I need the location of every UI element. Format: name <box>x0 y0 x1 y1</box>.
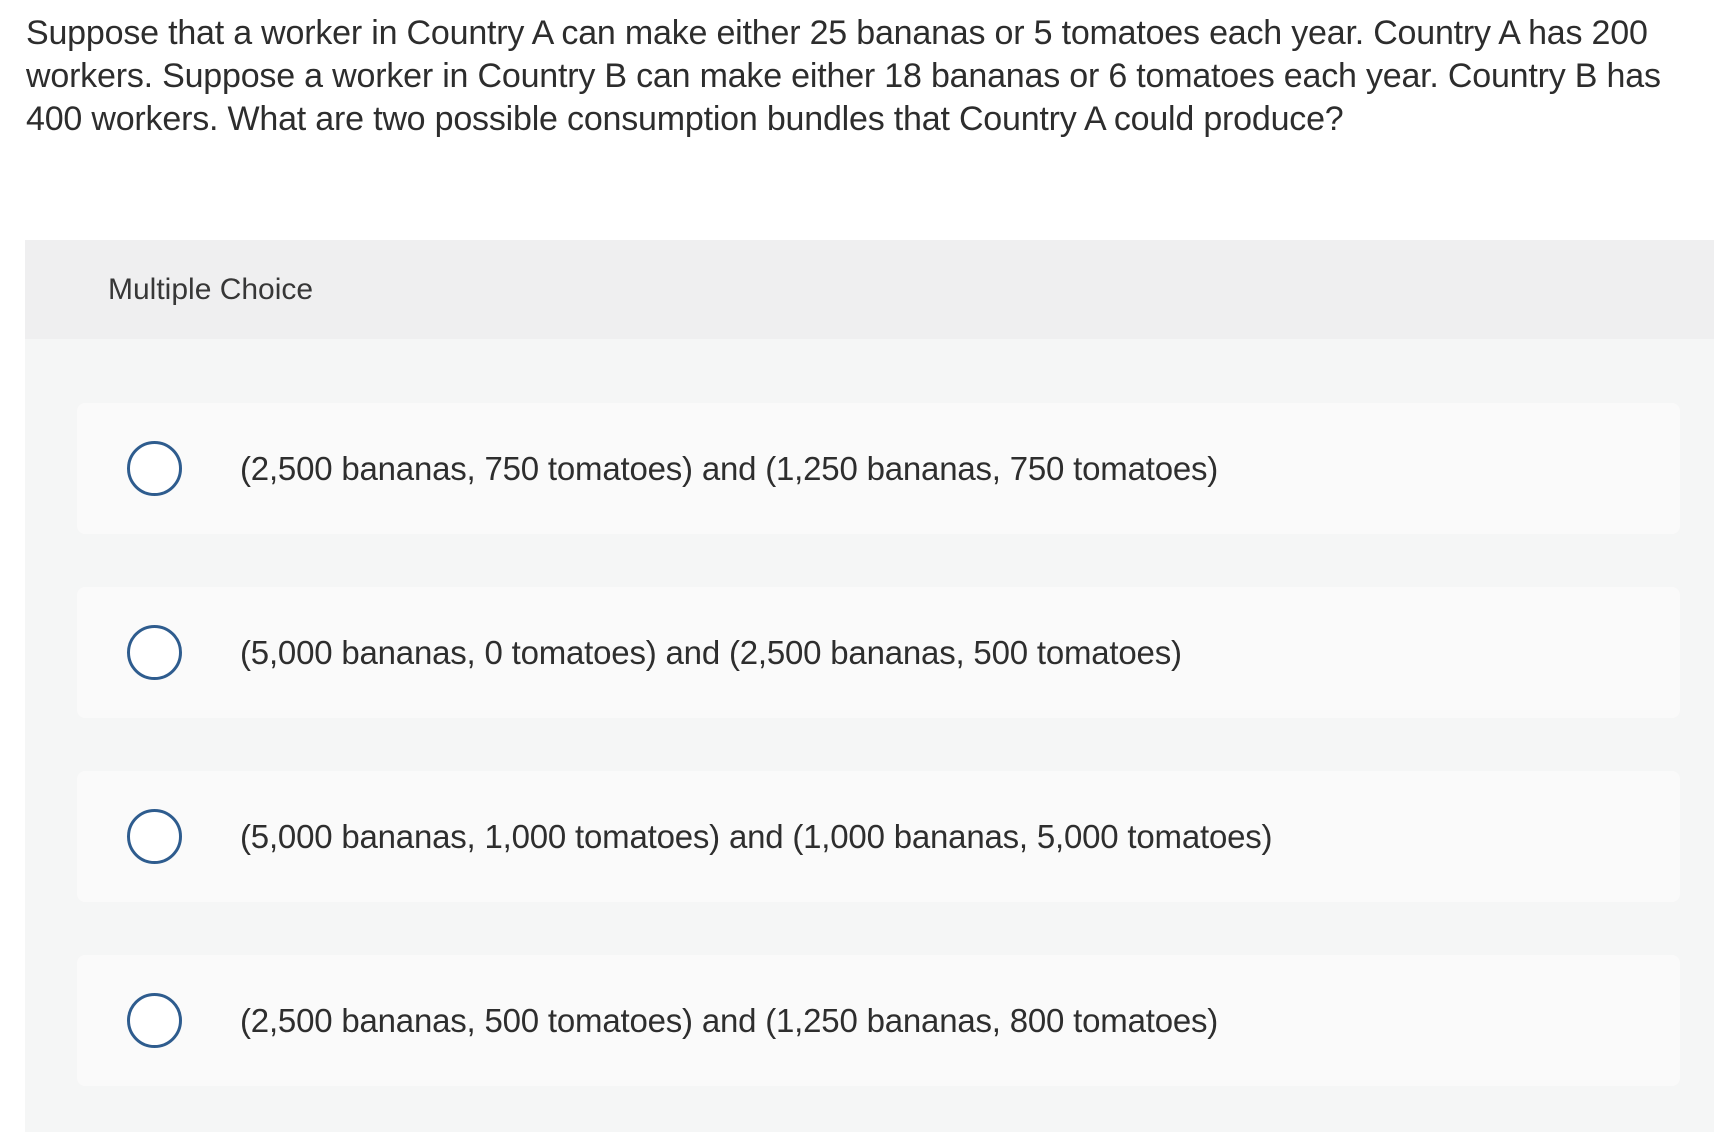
section-label: Multiple Choice <box>108 272 314 306</box>
answer-option[interactable]: (5,000 bananas, 1,000 tomatoes) and (1,0… <box>77 771 1680 902</box>
radio-button[interactable] <box>127 441 182 496</box>
multiple-choice-header: Multiple Choice <box>25 240 1714 339</box>
answer-option[interactable]: (2,500 bananas, 750 tomatoes) and (1,250… <box>77 403 1680 534</box>
radio-button[interactable] <box>127 993 182 1048</box>
radio-button[interactable] <box>127 809 182 864</box>
radio-button[interactable] <box>127 625 182 680</box>
answer-option-label: (2,500 bananas, 750 tomatoes) and (1,250… <box>240 449 1219 487</box>
question-text: Suppose that a worker in Country A can m… <box>26 14 1661 138</box>
answer-option-label: (5,000 bananas, 0 tomatoes) and (2,500 b… <box>240 633 1182 671</box>
answer-option[interactable]: (2,500 bananas, 500 tomatoes) and (1,250… <box>77 955 1680 1086</box>
options-list: (2,500 bananas, 750 tomatoes) and (1,250… <box>25 339 1714 1086</box>
answer-option-label: (2,500 bananas, 500 tomatoes) and (1,250… <box>240 1001 1219 1039</box>
answer-option[interactable]: (5,000 bananas, 0 tomatoes) and (2,500 b… <box>77 587 1680 718</box>
answer-option-label: (5,000 bananas, 1,000 tomatoes) and (1,0… <box>240 817 1273 855</box>
multiple-choice-panel: Multiple Choice (2,500 bananas, 750 toma… <box>25 240 1714 1132</box>
